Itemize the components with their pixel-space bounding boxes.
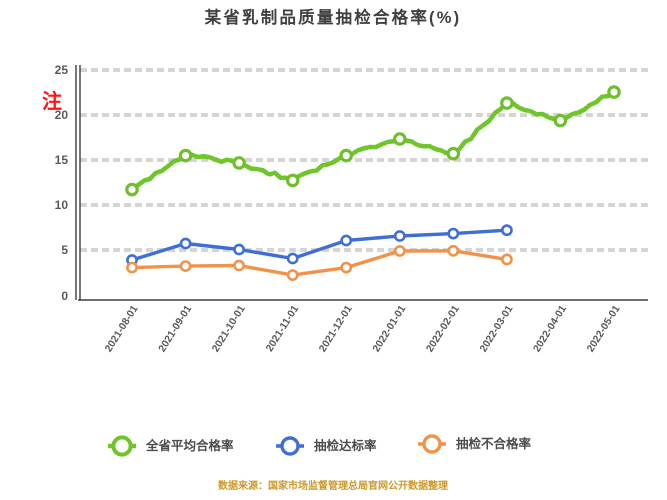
- svg-text:数据来源：国家市场监督管理总局官网公开数据整理: 数据来源：国家市场监督管理总局官网公开数据整理: [218, 479, 448, 492]
- svg-text:2022-04-01: 2022-04-01: [532, 304, 569, 355]
- svg-text:2022-01-01: 2022-01-01: [371, 304, 408, 355]
- svg-text:2021-09-01: 2021-09-01: [157, 304, 194, 355]
- svg-text:2022-05-01: 2022-05-01: [585, 304, 622, 355]
- svg-text:2021-12-01: 2021-12-01: [318, 304, 355, 355]
- svg-text:2021-08-01: 2021-08-01: [103, 304, 140, 355]
- svg-text:15: 15: [55, 153, 69, 167]
- svg-text:2022-02-01: 2022-02-01: [425, 304, 462, 355]
- svg-text:抽检不合格率: 抽检不合格率: [456, 436, 532, 451]
- svg-text:5: 5: [61, 243, 68, 257]
- svg-text:0: 0: [61, 289, 68, 303]
- svg-text:2021-11-01: 2021-11-01: [264, 304, 301, 354]
- svg-text:2022-03-01: 2022-03-01: [478, 304, 515, 355]
- svg-text:某省乳制品质量抽检合格率(%): 某省乳制品质量抽检合格率(%): [205, 7, 462, 27]
- svg-text:2021-10-01: 2021-10-01: [210, 304, 247, 355]
- svg-text:25: 25: [55, 63, 69, 77]
- svg-text:10: 10: [55, 198, 69, 212]
- svg-text:抽检达标率: 抽检达标率: [314, 438, 377, 453]
- svg-text:20: 20: [55, 108, 69, 122]
- svg-text:全省平均合格率: 全省平均合格率: [145, 438, 234, 453]
